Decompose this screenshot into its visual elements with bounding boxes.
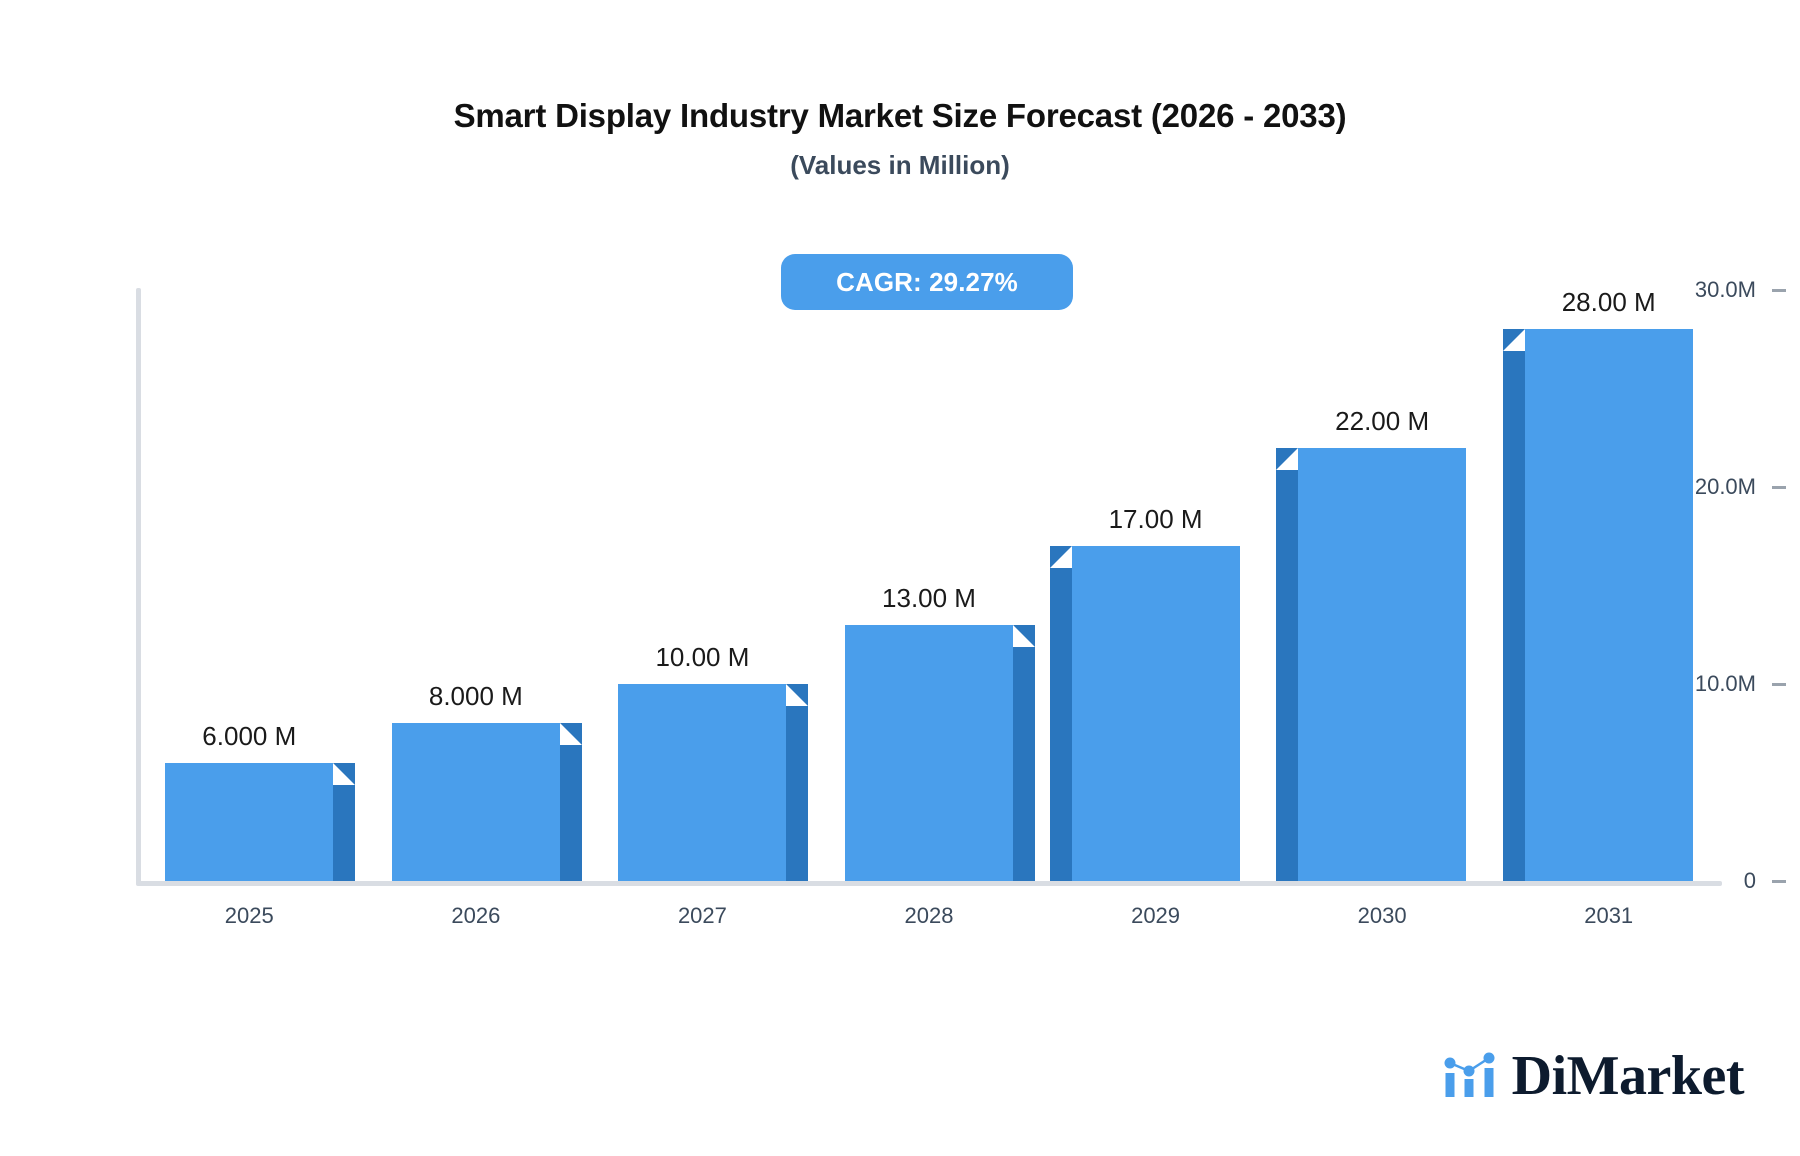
bar-face [618, 684, 787, 881]
bar-top-bevel [1049, 546, 1072, 569]
bar-face [845, 624, 1013, 881]
logo-wordmark: DiMarket [1511, 1045, 1745, 1107]
x-axis-line [136, 881, 1722, 886]
y-axis-tick: 20.0M [1664, 476, 1800, 498]
bar-top-bevel [559, 723, 582, 746]
y-axis-tick-mark [1772, 879, 1786, 883]
x-axis-tick-label: 2026 [451, 903, 501, 928]
bar-side-face [1013, 646, 1035, 881]
y-axis-tick-label: 0 [1743, 868, 1756, 893]
bar-side-face [333, 784, 356, 881]
bar-value-label: 6.000 M [202, 720, 297, 751]
bar-face [1071, 546, 1240, 881]
bar-side-face [1276, 469, 1299, 881]
bar[interactable]: 8.000 M [391, 681, 582, 881]
bar-value-label: 17.00 M [1108, 504, 1203, 535]
y-axis-tick-label: 30.0M [1694, 277, 1756, 302]
bar-value-label: 28.00 M [1561, 287, 1656, 318]
y-axis-tick-mark [1772, 682, 1786, 686]
bar-face [1524, 329, 1693, 881]
bar-top-bevel [1013, 624, 1035, 647]
bar-chart-icon [1442, 1049, 1498, 1104]
x-axis-tick-label: 2027 [677, 903, 727, 928]
bar-top-bevel [1502, 329, 1525, 352]
bar-face [391, 723, 560, 881]
dimarket-logo: DiMarket [1442, 1045, 1745, 1107]
bar-face [165, 762, 334, 881]
bar-top-bevel [786, 684, 809, 706]
bar[interactable]: 17.00 M [1049, 504, 1240, 881]
bar[interactable]: 6.000 M [165, 721, 356, 881]
bar-value-label: 8.000 M [428, 681, 523, 712]
chart-title: Smart Display Industry Market Size Forec… [453, 97, 1347, 134]
cagr-badge: CAGR: 29.27% [781, 254, 1073, 310]
x-axis-tick-label: 2031 [1584, 903, 1634, 928]
bar-side-face [559, 745, 582, 881]
bar[interactable]: 28.00 M [1502, 287, 1693, 881]
bar[interactable]: 13.00 M [845, 583, 1035, 881]
chart-subtitle: (Values in Million) [790, 149, 1010, 180]
bar-value-label: 13.00 M [882, 582, 976, 613]
bar-top-bevel [333, 762, 356, 785]
x-axis-tick-label: 2028 [904, 903, 954, 928]
y-axis-tick-mark [1772, 485, 1786, 489]
bar-side-face [1502, 351, 1525, 881]
y-axis-tick-label: 10.0M [1694, 671, 1756, 696]
bar-value-label: 22.00 M [1335, 405, 1430, 436]
y-axis-tick-label: 20.0M [1694, 474, 1756, 499]
bar-top-bevel [1276, 447, 1299, 470]
y-axis-tick: 10.0M [1664, 673, 1800, 695]
x-axis-tick-label: 2025 [224, 903, 274, 928]
y-axis-tick: 0 [1664, 870, 1800, 892]
y-axis-line [136, 288, 141, 885]
bar-face [1298, 447, 1467, 881]
chart-header: Smart Display Industry Market Size Forec… [0, 96, 1800, 181]
bar[interactable]: 10.00 M [618, 642, 809, 881]
y-axis-tick: 30.0M [1664, 279, 1800, 301]
x-axis-tick-label: 2030 [1357, 903, 1407, 928]
bar-side-face [1049, 568, 1072, 881]
bar[interactable]: 22.00 M [1276, 406, 1467, 881]
bar-side-face [786, 706, 809, 881]
y-axis-tick-mark [1772, 288, 1786, 292]
bar-value-label: 10.00 M [655, 642, 750, 672]
x-axis-tick-label: 2029 [1131, 903, 1181, 928]
